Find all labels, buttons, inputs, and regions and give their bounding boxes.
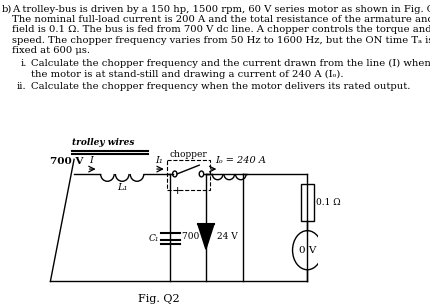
Text: 0.1 Ω: 0.1 Ω	[316, 198, 340, 207]
Text: b): b)	[2, 5, 12, 14]
Text: The nominal full-load current is 200 A and the total resistance of the armature : The nominal full-load current is 200 A a…	[12, 15, 430, 24]
Text: L₁: L₁	[117, 183, 127, 192]
Text: the motor is at stand-still and drawing a current of 240 A (Iₒ).: the motor is at stand-still and drawing …	[31, 70, 344, 78]
Text: I₁: I₁	[156, 156, 163, 165]
Text: trolley wires: trolley wires	[72, 138, 134, 147]
Bar	[301, 184, 314, 221]
Text: 24 V: 24 V	[217, 232, 238, 241]
Text: Iₒ = 240 A: Iₒ = 240 A	[215, 156, 267, 165]
Text: Calculate the chopper frequency and the current drawn from the line (I) when: Calculate the chopper frequency and the …	[31, 59, 430, 68]
Text: Calculate the chopper frequency when the motor delivers its rated output.: Calculate the chopper frequency when the…	[31, 82, 411, 91]
Text: 700 V: 700 V	[182, 232, 209, 241]
Bar	[167, 160, 209, 190]
Text: ii.: ii.	[16, 82, 26, 91]
Text: +: +	[172, 186, 182, 196]
Text: I: I	[89, 156, 93, 165]
Polygon shape	[198, 224, 214, 249]
Text: i.: i.	[21, 59, 27, 68]
Text: 700 V: 700 V	[50, 157, 84, 166]
Text: field is 0.1 Ω. The bus is fed from 700 V dc line. A chopper controls the torque: field is 0.1 Ω. The bus is fed from 700 …	[12, 25, 430, 34]
Text: Fig. Q2: Fig. Q2	[138, 294, 180, 304]
Text: 0 V: 0 V	[299, 246, 316, 255]
Text: A trolley-bus is driven by a 150 hp, 1500 rpm, 60 V series motor as shown in Fig: A trolley-bus is driven by a 150 hp, 150…	[12, 5, 430, 14]
Text: chopper: chopper	[169, 150, 207, 159]
Text: fixed at 600 μs.: fixed at 600 μs.	[12, 46, 90, 55]
Text: C₁: C₁	[149, 234, 159, 243]
Text: speed. The chopper frequency varies from 50 Hz to 1600 Hz, but the ON time Tₐ is: speed. The chopper frequency varies from…	[12, 36, 430, 45]
